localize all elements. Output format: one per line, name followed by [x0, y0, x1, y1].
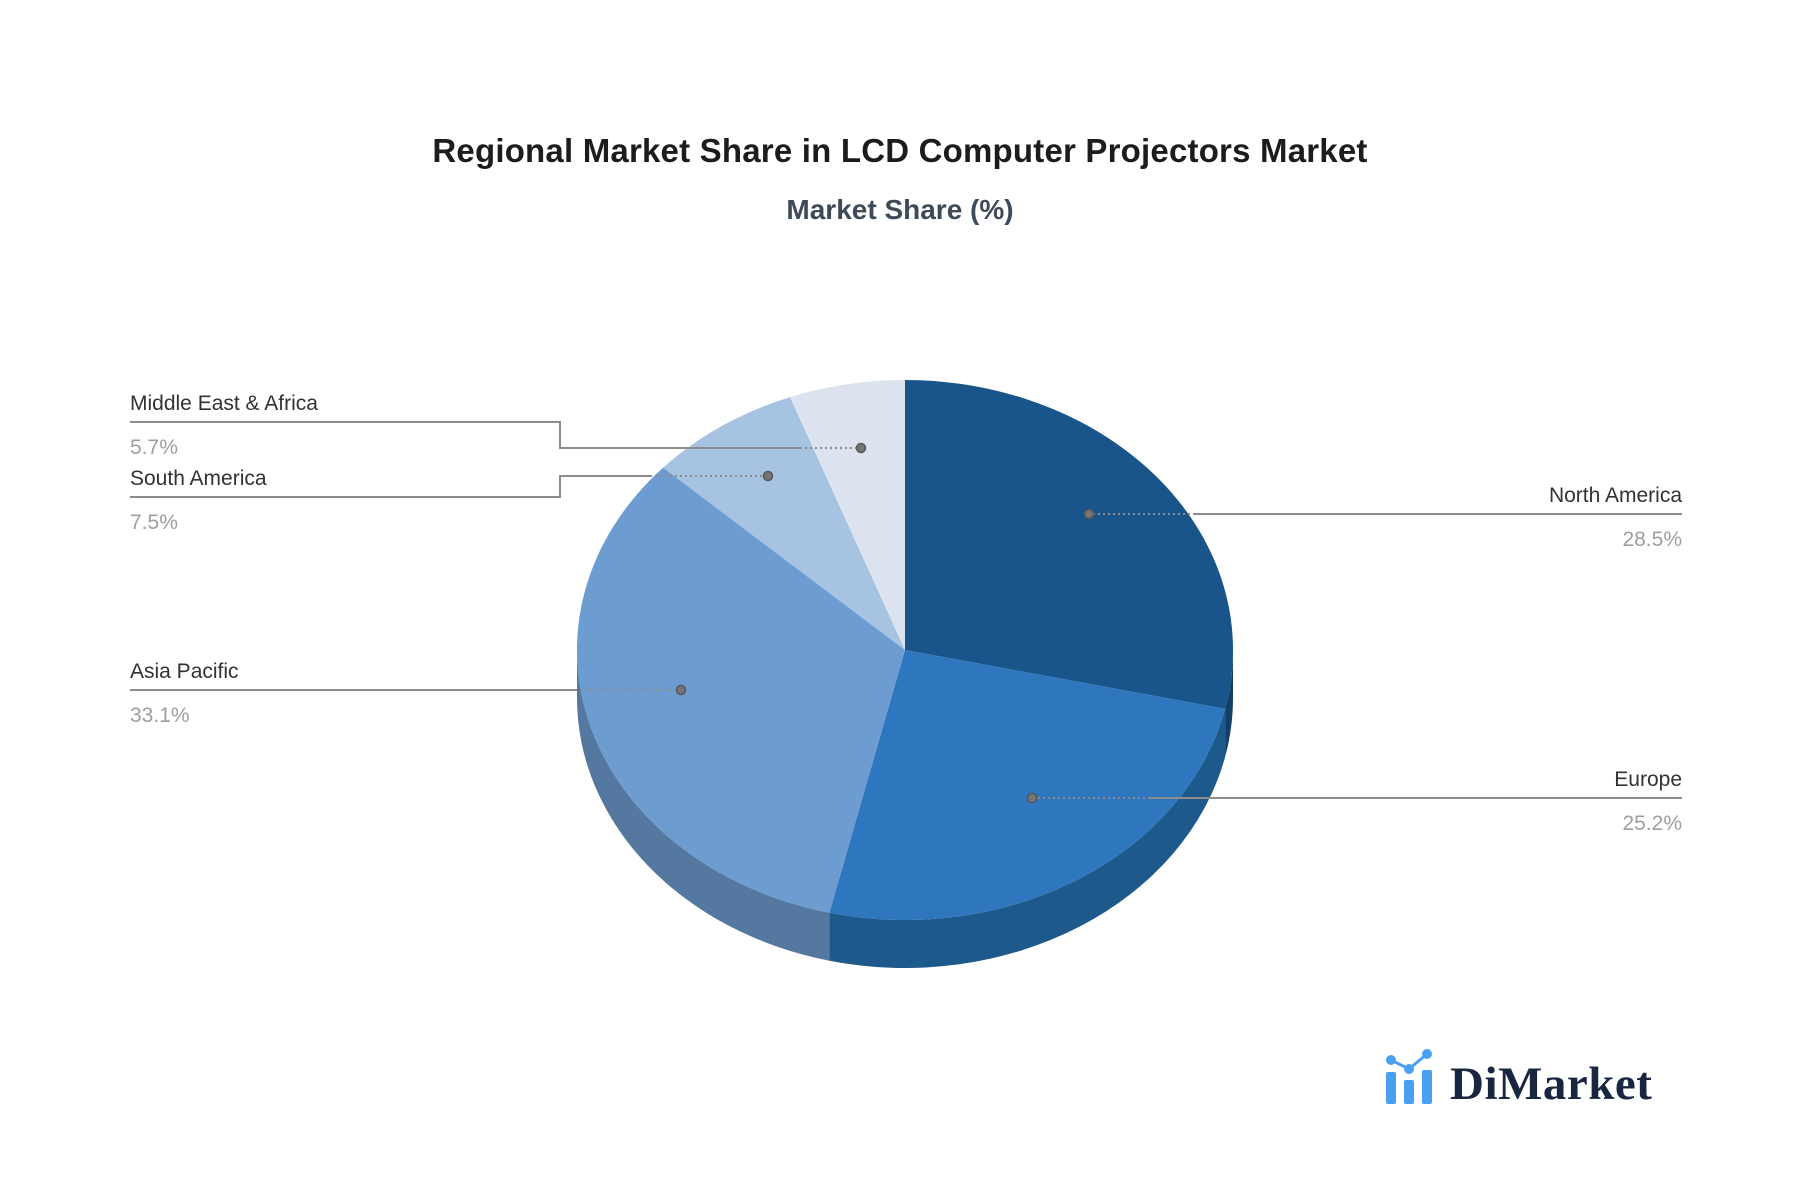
logo-bar	[1386, 1072, 1396, 1104]
label-line-middle-east-africa	[130, 421, 800, 449]
label-anchor-dot-middle-east-africa	[855, 442, 867, 454]
logo-dot	[1422, 1049, 1432, 1059]
logo-dot	[1386, 1055, 1396, 1065]
pie-slice-asia-pacific[interactable]	[577, 467, 905, 913]
slice-label-pct-north-america: 28.5%	[1622, 528, 1682, 551]
slice-label-name-middle-east-africa: Middle East & Africa	[130, 392, 318, 415]
slice-label-name-asia-pacific: Asia Pacific	[130, 660, 239, 683]
pie-depth-walls	[577, 650, 1233, 968]
pie-wall-north-america	[1225, 650, 1233, 757]
logo-bar	[1422, 1070, 1432, 1104]
pie-labels: North America 28.5% Europe 25.2% Asia Pacifi…	[130, 392, 1682, 835]
label-anchor-dot-north-america	[1083, 508, 1095, 520]
pie-wall-europe	[829, 708, 1226, 968]
label-anchor-dot-asia-pacific	[675, 684, 687, 696]
slice-label-pct-middle-east-africa: 5.7%	[130, 436, 178, 459]
slice-label-name-north-america: North America	[1549, 484, 1682, 507]
slice-label-pct-asia-pacific: 33.1%	[130, 704, 190, 727]
pie-wall-asia-pacific	[577, 650, 830, 961]
pie-slice-north-america[interactable]	[905, 380, 1233, 709]
chart-subtitle: Market Share (%)	[786, 194, 1014, 225]
pie-slices	[577, 380, 1233, 920]
label-anchor-dot-south-america	[762, 470, 774, 482]
logo-bar	[1404, 1080, 1414, 1104]
brand-logo-icon	[1386, 1049, 1432, 1104]
brand-logo-text: DiMarket	[1450, 1057, 1653, 1110]
logo-dot	[1404, 1064, 1414, 1074]
pie-slice-europe[interactable]	[829, 650, 1226, 920]
label-anchor-dot-europe	[1026, 792, 1038, 804]
slice-label-pct-south-america: 7.5%	[130, 511, 178, 534]
slice-label-pct-europe: 25.2%	[1622, 812, 1682, 835]
slice-label-name-europe: Europe	[1614, 768, 1682, 791]
brand-logo: DiMarket	[1382, 1036, 1653, 1110]
chart-title: Regional Market Share in LCD Computer Pr…	[432, 132, 1368, 169]
label-line-south-america	[130, 475, 650, 498]
pie-slice-south-america[interactable]	[663, 397, 905, 650]
pie-slice-middle-east-africa[interactable]	[790, 380, 905, 650]
slice-label-name-south-america: South America	[130, 467, 267, 490]
